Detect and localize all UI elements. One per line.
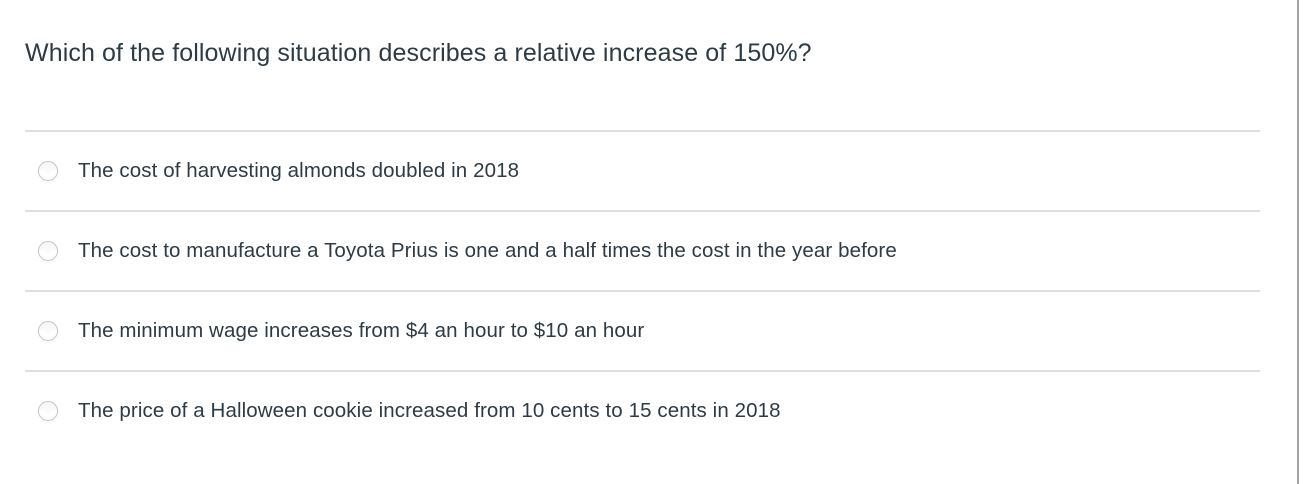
- radio-unchecked-icon[interactable]: [38, 241, 58, 261]
- answer-option-b[interactable]: The cost to manufacture a Toyota Prius i…: [25, 210, 1260, 290]
- radio-unchecked-icon[interactable]: [38, 401, 58, 421]
- answer-options-list: The cost of harvesting almonds doubled i…: [25, 130, 1260, 450]
- answer-option-c[interactable]: The minimum wage increases from $4 an ho…: [25, 290, 1260, 370]
- radio-unchecked-icon[interactable]: [38, 161, 58, 181]
- answer-option-b-label: The cost to manufacture a Toyota Prius i…: [78, 239, 897, 262]
- radio-unchecked-icon[interactable]: [38, 321, 58, 341]
- answer-option-a[interactable]: The cost of harvesting almonds doubled i…: [25, 130, 1260, 210]
- question-prompt: Which of the following situation describ…: [25, 39, 812, 67]
- answer-option-a-label: The cost of harvesting almonds doubled i…: [78, 159, 520, 182]
- answer-option-d-label: The price of a Halloween cookie increase…: [78, 399, 781, 422]
- container-right-border: [1297, 0, 1299, 484]
- answer-option-c-label: The minimum wage increases from $4 an ho…: [78, 319, 645, 342]
- answer-option-d[interactable]: The price of a Halloween cookie increase…: [25, 370, 1260, 450]
